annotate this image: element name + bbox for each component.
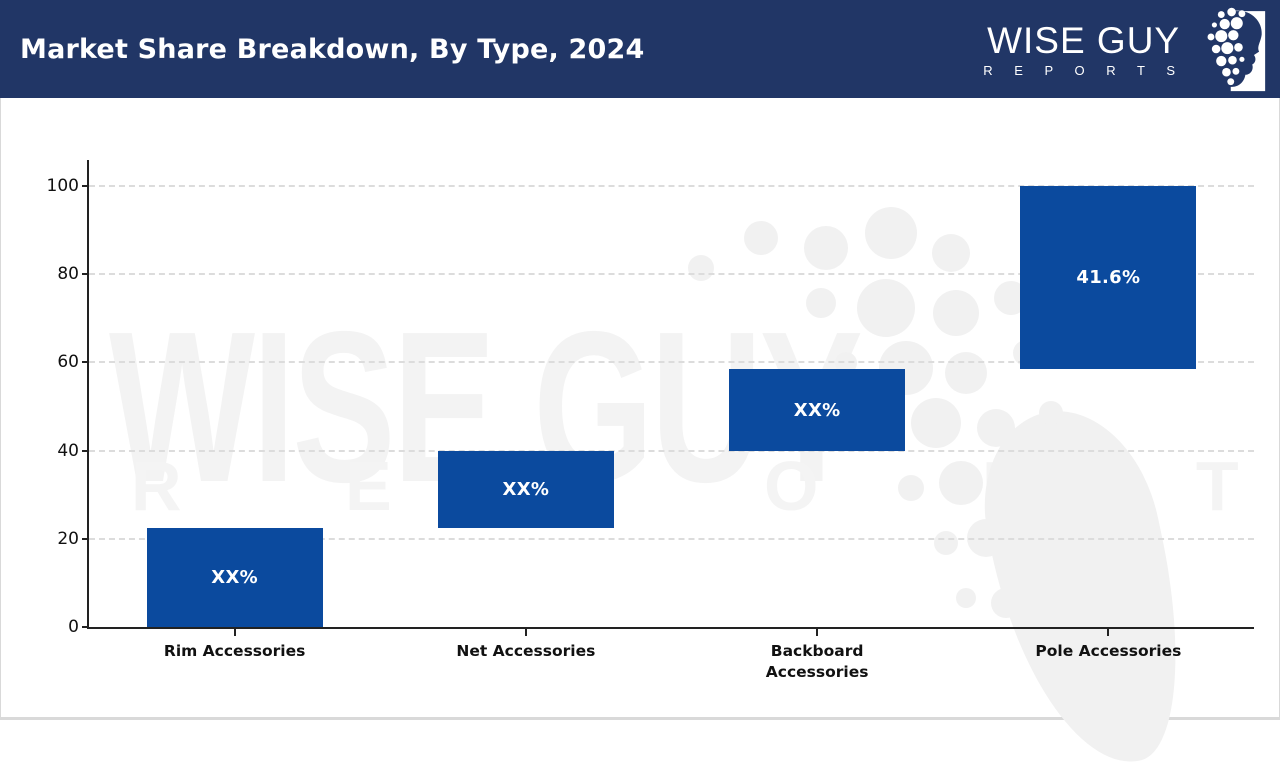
bar-value-label: XX% [211,567,258,589]
watermark-dot [688,255,714,281]
y-tick-mark [82,626,89,628]
x-axis-category-label: Pole Accessories [1035,642,1182,660]
y-axis-tick-label: 100 [46,176,79,196]
chart-canvas: WISE GUY R E P O R T S 020406080100XX%Ri… [0,98,1280,782]
y-tick-mark [82,537,89,540]
gridline-20 [89,537,1254,540]
y-axis-tick-label: 60 [57,352,79,373]
y-axis-tick-label: 40 [57,440,79,461]
wise-guy-logo: WISE GUY R E P O R T S [983,5,1270,93]
watermark-dot [991,588,1021,618]
bar-value-label: XX% [502,478,550,500]
y-axis-tick-label: 20 [57,528,79,549]
x-axis-category-label: Backboard Accessories [765,642,869,681]
y-axis-tick-label: 0 [68,617,79,637]
watermark-dot [898,475,924,501]
watermark-dot [933,290,979,336]
gridline-100 [89,185,1254,187]
watermark-dot [939,461,983,505]
watermark-dot [857,279,915,337]
bar-value-label: XX% [793,399,841,421]
y-tick-mark [82,361,89,364]
x-axis-line [87,627,1254,629]
watermark-dot [744,221,778,255]
x-tick-mark [524,629,527,636]
watermark-dot [806,288,836,318]
x-tick-mark [233,629,236,636]
gridline-80 [89,273,1254,276]
y-tick-mark [82,185,89,187]
watermark-dot [977,409,1015,447]
watermark-dot [932,234,970,272]
x-axis-category-label: Net Accessories [456,642,596,660]
bar-pole-accessories: 41.6% [1020,186,1197,370]
watermark-dot [945,352,987,394]
watermark-dot [956,588,976,608]
bar-backboard-accessories: XX% [729,369,906,451]
bar-net-accessories: XX% [437,450,614,529]
watermark-dot [1022,539,1050,567]
y-tick-mark [82,449,89,452]
bar-value-label: 41.6% [1076,267,1141,289]
watermark-dot [804,226,848,270]
logo-head-icon [1207,7,1266,92]
y-tick-mark [82,273,89,276]
logo-subtext: R E P O R T S [983,62,1184,78]
gridline-60 [89,361,1254,364]
watermark-dot [934,531,958,555]
x-tick-mark [816,629,819,636]
y-axis-tick-label: 80 [57,264,79,285]
watermark-dot [865,207,917,259]
logo-text: WISE GUY R E P O R T S [983,22,1184,77]
bar-rim-accessories: XX% [146,528,323,627]
x-axis-category-label: Rim Accessories [163,642,306,660]
watermark-dot [1039,401,1063,425]
y-axis-line [87,160,89,629]
header-bar: Market Share Breakdown, By Type, 2024 WI… [0,0,1280,98]
logo-wordmark: WISE GUY [987,19,1181,61]
x-tick-mark [1107,629,1110,636]
page-title: Market Share Breakdown, By Type, 2024 [20,33,645,65]
watermark-dot [911,398,961,448]
watermark-dot [999,476,1033,510]
gridline-40 [89,449,1254,452]
